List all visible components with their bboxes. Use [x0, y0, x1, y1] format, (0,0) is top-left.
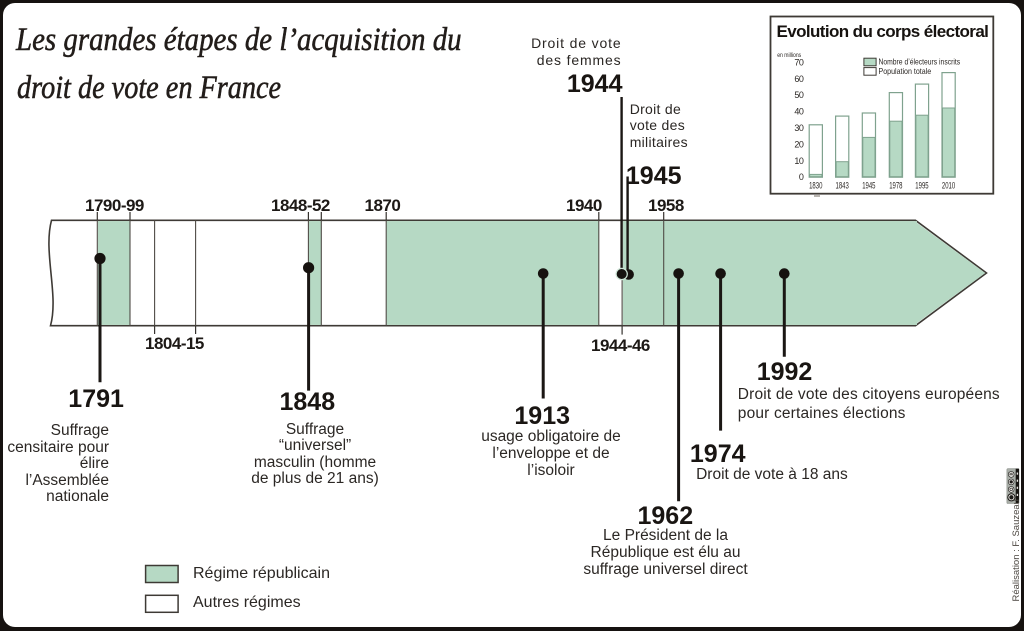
svg-text:1978: 1978 — [889, 180, 902, 190]
svg-text:Nombre d’électeurs inscrits: Nombre d’électeurs inscrits — [879, 56, 961, 66]
svg-text:50: 50 — [794, 90, 804, 100]
svg-text:0: 0 — [799, 172, 804, 182]
svg-text:70: 70 — [794, 57, 804, 67]
svg-text:30: 30 — [794, 123, 804, 133]
svg-text:1830: 1830 — [809, 180, 822, 190]
svg-text:1945: 1945 — [862, 180, 875, 190]
svg-text:en millions: en millions — [777, 52, 801, 59]
svg-text:Population totale: Population totale — [879, 66, 932, 76]
svg-text:60: 60 — [794, 74, 804, 84]
svg-text:10: 10 — [794, 156, 804, 166]
svg-text:1995: 1995 — [915, 180, 928, 190]
svg-text:20: 20 — [794, 139, 804, 149]
svg-text:1843: 1843 — [836, 180, 849, 190]
svg-text:Réalisation : F. Sauzeau: Réalisation : F. Sauzeau — [1011, 499, 1022, 601]
svg-text:2010: 2010 — [942, 180, 955, 190]
svg-text:40: 40 — [794, 107, 804, 117]
